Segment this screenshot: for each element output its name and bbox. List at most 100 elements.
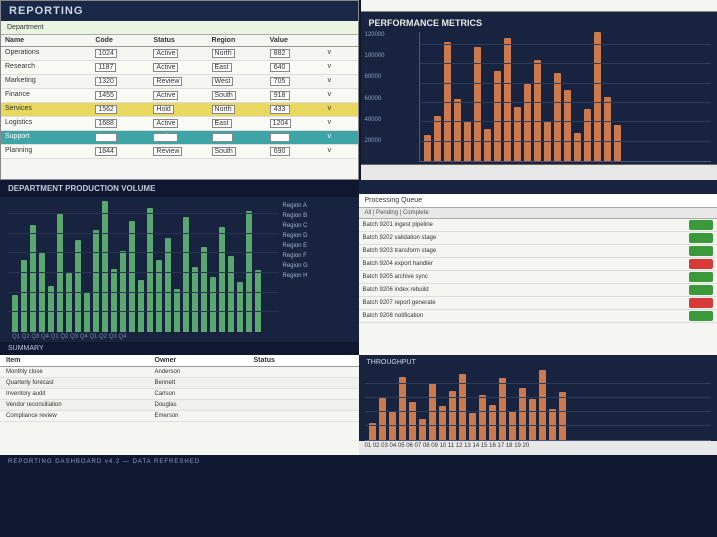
table-cell: v bbox=[328, 119, 354, 128]
chart-bar bbox=[219, 227, 225, 332]
y-tick: 120000 bbox=[365, 32, 417, 38]
chart-bar bbox=[30, 225, 36, 332]
table-row[interactable]: Marketing1320ReviewWest705v bbox=[1, 75, 358, 89]
footer-bar: REPORTING DASHBOARD v4.2 — DATA REFRESHE… bbox=[0, 455, 717, 537]
chart-bar bbox=[379, 398, 386, 440]
column-header[interactable]: Status bbox=[254, 357, 353, 364]
gridline bbox=[8, 311, 279, 312]
legend-item: Region E bbox=[283, 243, 355, 249]
chart-bar bbox=[147, 208, 153, 332]
chart-bar bbox=[12, 295, 18, 332]
list-item-label: Batch 9205 archive sync bbox=[363, 274, 690, 280]
item-name: Monthly close bbox=[6, 369, 155, 375]
chart-bar bbox=[614, 125, 621, 161]
production-x-axis: Q1 Q2 Q3 Q4 Q1 Q2 Q3 Q4 Q1 Q2 Q3 Q4 bbox=[0, 332, 359, 342]
chart-title: PERFORMANCE METRICS bbox=[361, 12, 717, 30]
column-header[interactable]: Value bbox=[270, 37, 328, 44]
chart-bar bbox=[479, 395, 486, 441]
y-tick: 60000 bbox=[365, 96, 417, 102]
data-table-panel: REPORTING Department NameCodeStatusRegio… bbox=[0, 0, 359, 180]
list-item-label: Batch 9201 ingest pipeline bbox=[363, 222, 690, 228]
list-item[interactable]: Batch 9205 archive sync bbox=[359, 271, 717, 284]
production-plot-area bbox=[8, 201, 279, 332]
table-header: NameCodeStatusRegionValue bbox=[1, 35, 358, 47]
table-cell: 690 bbox=[270, 147, 328, 156]
table-row[interactable]: Planning1844ReviewSouth690v bbox=[1, 145, 358, 159]
gridline bbox=[420, 141, 712, 142]
chart-bar bbox=[138, 280, 144, 332]
table-cell: Active bbox=[153, 63, 211, 72]
throughput-plot bbox=[365, 370, 712, 441]
table-cell: Planning bbox=[5, 147, 95, 156]
table-cell: 1790 bbox=[95, 133, 153, 142]
list-item-label: Batch 9207 report generate bbox=[363, 300, 690, 306]
gridline bbox=[8, 233, 279, 234]
column-header[interactable]: Region bbox=[212, 37, 270, 44]
list-item-label: Batch 9202 validation stage bbox=[363, 235, 690, 241]
list-item[interactable]: Batch 9204 export handler bbox=[359, 258, 717, 271]
table-row[interactable]: Finance1455ActiveSouth918v bbox=[1, 89, 358, 103]
list-item[interactable]: Batch 9207 report generate bbox=[359, 297, 717, 310]
column-header[interactable]: Item bbox=[6, 357, 155, 364]
table-row[interactable]: Research1187ActiveEast640v bbox=[1, 61, 358, 75]
table-row[interactable]: Services1562HoldNorth433v bbox=[1, 103, 358, 117]
y-tick: 100000 bbox=[365, 53, 417, 59]
chart-bar bbox=[544, 122, 551, 161]
queue-tabs[interactable]: All | Pending | Complete bbox=[359, 208, 717, 219]
item-name: Compliance review bbox=[6, 413, 155, 419]
chart-bar bbox=[564, 90, 571, 161]
chart-bar bbox=[484, 129, 491, 161]
list-item[interactable]: Batch 9202 validation stage bbox=[359, 232, 717, 245]
item-owner: Anderson bbox=[155, 369, 254, 375]
legend-item: Region C bbox=[283, 223, 355, 229]
filter-bar[interactable]: Department bbox=[1, 21, 358, 35]
column-header[interactable] bbox=[328, 37, 354, 44]
list-item-label: Batch 9208 notification bbox=[363, 313, 690, 319]
table-row[interactable]: Quarterly forecastBennett bbox=[0, 378, 359, 389]
queue-panel: Processing Queue All | Pending | Complet… bbox=[359, 180, 717, 355]
table-row[interactable]: Operations1024ActiveNorth882v bbox=[1, 47, 358, 61]
table-cell: Marketing bbox=[5, 77, 95, 86]
table-cell: 1562 bbox=[95, 105, 153, 114]
chart-bar bbox=[604, 97, 611, 162]
table-cell: Active bbox=[153, 49, 211, 58]
chart-bar bbox=[469, 413, 476, 440]
gridline bbox=[420, 121, 712, 122]
gridline bbox=[365, 397, 712, 398]
list-item[interactable]: Batch 9201 ingest pipeline bbox=[359, 219, 717, 232]
chart-bar bbox=[539, 370, 546, 440]
chart-bar bbox=[192, 267, 198, 333]
table-cell: 1844 bbox=[95, 147, 153, 156]
list-item[interactable]: Batch 9206 index rebuild bbox=[359, 284, 717, 297]
status-badge bbox=[689, 311, 713, 321]
table-cell: North bbox=[212, 105, 270, 114]
legend-item: Region G bbox=[283, 263, 355, 269]
table-row[interactable]: Vendor reconciliationDouglas bbox=[0, 400, 359, 411]
table-cell: East bbox=[212, 63, 270, 72]
table-row[interactable]: Inventory auditCarlson bbox=[0, 389, 359, 400]
table-cell: West bbox=[212, 77, 270, 86]
column-header[interactable]: Owner bbox=[155, 357, 254, 364]
list-item[interactable]: Batch 9208 notification bbox=[359, 310, 717, 323]
production-subtitle: SUMMARY bbox=[0, 342, 359, 355]
table-row[interactable]: Monthly closeAnderson bbox=[0, 367, 359, 378]
table-row[interactable]: Compliance reviewEmerson bbox=[0, 411, 359, 422]
chart-bar bbox=[514, 107, 521, 161]
table-cell: Active bbox=[153, 119, 211, 128]
data-table: NameCodeStatusRegionValue Operations1024… bbox=[1, 35, 358, 179]
y-tick: 80000 bbox=[365, 74, 417, 80]
chart-bar bbox=[228, 256, 234, 332]
column-header[interactable]: Status bbox=[153, 37, 211, 44]
gridline bbox=[420, 102, 712, 103]
list-item[interactable]: Batch 9203 transform stage bbox=[359, 245, 717, 258]
column-header[interactable]: Name bbox=[5, 37, 95, 44]
table-cell: Services bbox=[5, 105, 95, 114]
table-row[interactable]: Support1790ActiveWest557v bbox=[1, 131, 358, 145]
table-cell: v bbox=[328, 105, 354, 114]
column-header[interactable]: Code bbox=[95, 37, 153, 44]
table-row[interactable]: Logistics1688ActiveEast1204v bbox=[1, 117, 358, 131]
gridline bbox=[420, 83, 712, 84]
gridline bbox=[8, 272, 279, 273]
table-cell: Research bbox=[5, 63, 95, 72]
chart-bar bbox=[419, 419, 426, 440]
